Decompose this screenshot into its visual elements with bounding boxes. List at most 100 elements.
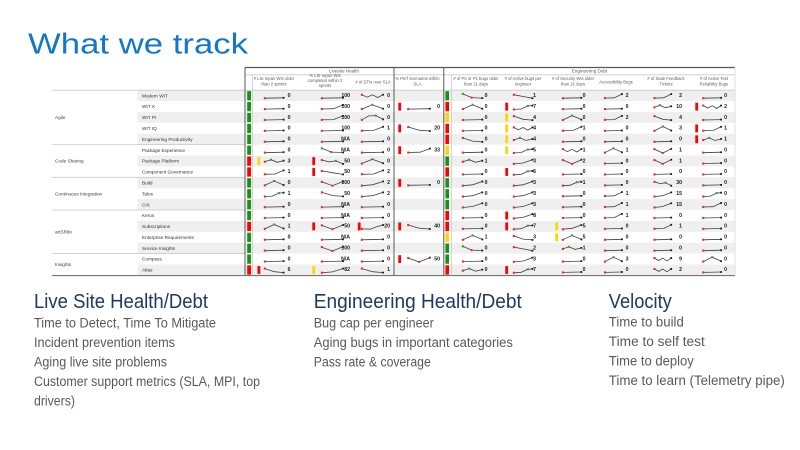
- svg-text:Atlas: Atlas: [142, 268, 153, 273]
- svg-text:7: 7: [533, 224, 536, 230]
- svg-text:0: 0: [485, 245, 488, 251]
- svg-text:1: 1: [626, 202, 629, 208]
- svg-text:0: 0: [583, 104, 586, 110]
- svg-text:4: 4: [679, 115, 682, 121]
- svg-text:N/A: N/A: [341, 213, 350, 219]
- svg-text:# of DTIs over SLA: # of DTIs over SLA: [355, 79, 391, 84]
- svg-text:WIT IQ: WIT IQ: [142, 126, 157, 131]
- svg-text:drivers): drivers): [34, 393, 75, 408]
- svg-text:1: 1: [583, 147, 586, 153]
- svg-text:0: 0: [626, 235, 629, 241]
- svg-text:2: 2: [679, 267, 682, 273]
- svg-text:SLA: SLA: [414, 81, 422, 86]
- svg-text:0: 0: [437, 180, 440, 186]
- svg-text:Velocity: Velocity: [609, 290, 673, 313]
- svg-text:0: 0: [679, 169, 682, 175]
- svg-text:1: 1: [288, 191, 291, 197]
- svg-text:N/A: N/A: [341, 256, 350, 262]
- svg-text:0: 0: [288, 202, 291, 208]
- svg-text:completed within 2: completed within 2: [308, 78, 343, 83]
- svg-text:Accessibility Bugs: Accessibility Bugs: [599, 79, 633, 84]
- svg-text:0: 0: [387, 235, 390, 241]
- svg-text:0: 0: [485, 93, 488, 99]
- svg-text:0: 0: [387, 256, 390, 262]
- svg-text:WIT X: WIT X: [142, 104, 156, 109]
- svg-text:30: 30: [676, 180, 682, 186]
- svg-text:100: 100: [341, 126, 350, 132]
- svg-text:CIX: CIX: [142, 202, 151, 207]
- svg-text:82: 82: [344, 267, 350, 273]
- svg-text:15: 15: [676, 191, 682, 197]
- svg-text:1: 1: [679, 158, 682, 164]
- svg-text:Tickets: Tickets: [659, 81, 672, 86]
- svg-text:50: 50: [344, 224, 350, 230]
- svg-text:0: 0: [288, 147, 291, 153]
- svg-text:Engineering Health/Debt: Engineering Health/Debt: [314, 290, 522, 313]
- svg-text:Aging live site problems: Aging live site problems: [34, 354, 167, 369]
- svg-text:1: 1: [679, 224, 682, 230]
- svg-text:50: 50: [344, 158, 350, 164]
- svg-text:0: 0: [626, 224, 629, 230]
- svg-text:% Perf Scenarios within: % Perf Scenarios within: [395, 76, 440, 81]
- svg-text:Component Governance: Component Governance: [142, 170, 193, 175]
- svg-text:0: 0: [724, 267, 727, 273]
- svg-text:# of Security WIs older: # of Security WIs older: [552, 76, 595, 81]
- svg-text:Engineering Productivity: Engineering Productivity: [142, 137, 193, 142]
- svg-text:0: 0: [485, 202, 488, 208]
- svg-text:20: 20: [384, 224, 390, 230]
- svg-text:Code Sharing: Code Sharing: [55, 159, 84, 164]
- svg-text:0: 0: [288, 235, 291, 241]
- svg-text:0: 0: [679, 137, 682, 143]
- svg-text:2: 2: [724, 104, 727, 110]
- svg-text:0: 0: [583, 169, 586, 175]
- svg-text:0: 0: [724, 245, 727, 251]
- svg-text:WIT PI: WIT PI: [142, 115, 156, 120]
- svg-text:2: 2: [626, 93, 629, 99]
- svg-text:5: 5: [583, 224, 586, 230]
- svg-text:0: 0: [288, 245, 291, 251]
- svg-text:0: 0: [724, 169, 727, 175]
- svg-text:than 2 sprints: than 2 sprints: [261, 81, 286, 86]
- svg-text:1: 1: [485, 235, 488, 241]
- svg-text:Modern WIT: Modern WIT: [142, 93, 168, 98]
- svg-text:1: 1: [626, 147, 629, 153]
- svg-text:0: 0: [583, 202, 586, 208]
- svg-text:0: 0: [626, 126, 629, 132]
- svg-text:1: 1: [485, 158, 488, 164]
- svg-text:1: 1: [583, 180, 586, 186]
- svg-text:0: 0: [583, 191, 586, 197]
- svg-text:3: 3: [626, 256, 629, 262]
- svg-text:artSRife: artSRife: [55, 229, 72, 234]
- svg-text:than 21 days: than 21 days: [464, 81, 488, 86]
- svg-text:Incident prevention items: Incident prevention items: [34, 335, 175, 350]
- svg-text:0: 0: [724, 115, 727, 121]
- svg-text:0: 0: [724, 202, 727, 208]
- svg-text:0: 0: [724, 158, 727, 164]
- svg-text:2: 2: [387, 180, 390, 186]
- svg-text:Continuous Integration: Continuous Integration: [55, 191, 103, 196]
- svg-text:Time to deploy: Time to deploy: [609, 353, 694, 368]
- svg-text:1: 1: [288, 169, 291, 175]
- svg-text:1: 1: [583, 126, 586, 132]
- svg-text:0: 0: [626, 267, 629, 273]
- svg-text:4: 4: [533, 137, 536, 143]
- svg-text:1: 1: [387, 267, 390, 273]
- svg-text:than 21 days: than 21 days: [561, 81, 585, 86]
- svg-text:0: 0: [626, 158, 629, 164]
- svg-text:0: 0: [724, 224, 727, 230]
- svg-text:0: 0: [387, 202, 390, 208]
- svg-text:0: 0: [485, 267, 488, 273]
- svg-text:33: 33: [434, 147, 440, 153]
- svg-text:Package Experience: Package Experience: [142, 148, 185, 153]
- svg-text:5: 5: [583, 235, 586, 241]
- svg-text:# of P0 or P1 bugs older: # of P0 or P1 bugs older: [453, 76, 499, 81]
- svg-text:0: 0: [583, 213, 586, 219]
- svg-text:0: 0: [583, 93, 586, 99]
- svg-text:0: 0: [724, 235, 727, 241]
- svg-text:Talos: Talos: [142, 191, 154, 196]
- svg-text:6: 6: [288, 267, 291, 273]
- svg-text:0: 0: [387, 115, 390, 121]
- svg-text:0: 0: [485, 191, 488, 197]
- svg-text:3: 3: [288, 158, 291, 164]
- svg-text:Time to build: Time to build: [609, 315, 684, 330]
